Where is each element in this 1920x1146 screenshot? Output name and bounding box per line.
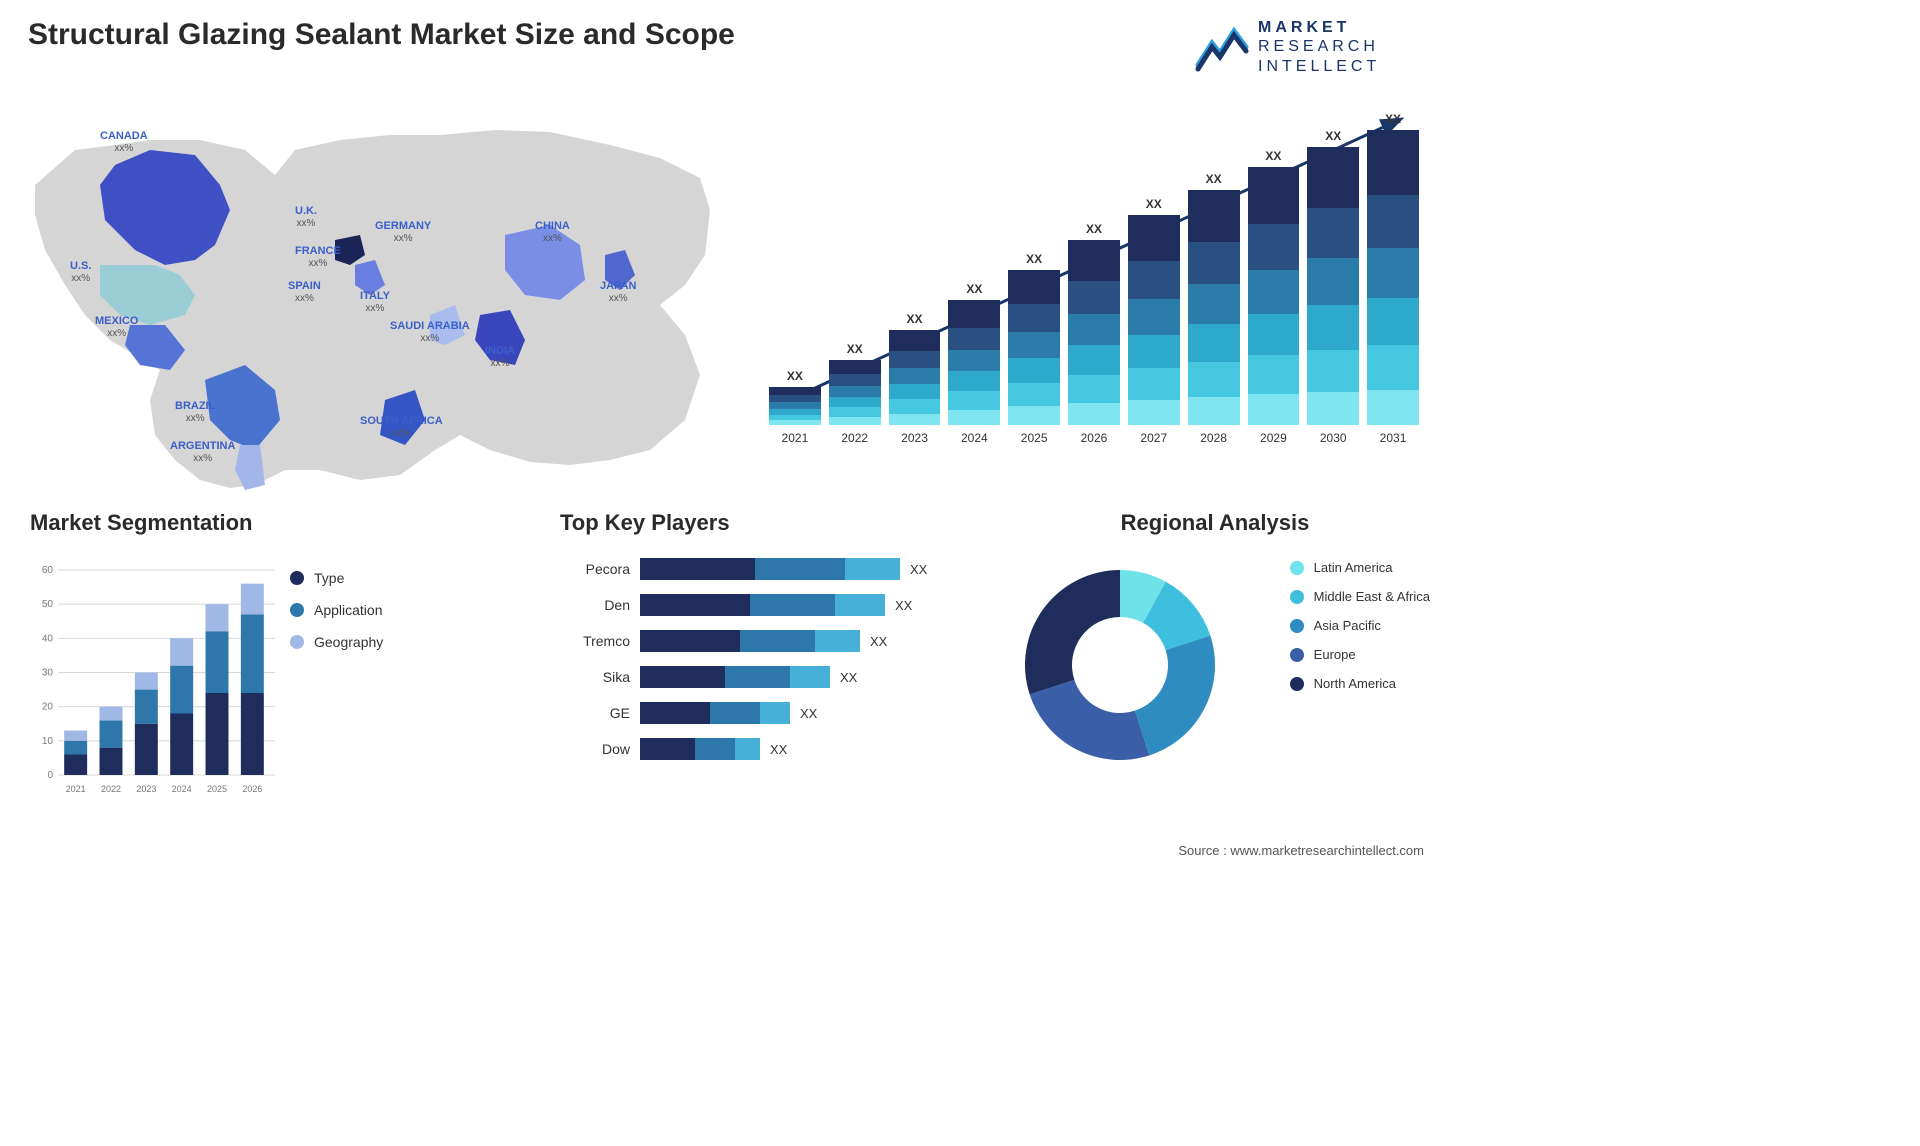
legend-item: Type (290, 570, 383, 586)
legend-item: North America (1290, 676, 1430, 691)
map-label: CANADAxx% (100, 130, 148, 155)
players-section: Top Key Players PecoraXX DenXX TremcoXX Sik… (560, 510, 980, 810)
regional-section: Regional Analysis Latin America Middle Ea… (1000, 510, 1430, 810)
map-label: MEXICOxx% (95, 315, 138, 340)
svg-text:50: 50 (42, 599, 54, 610)
legend-item: Latin America (1290, 560, 1430, 575)
growth-bar: XX2026 (1068, 222, 1120, 445)
source-text: Source : www.marketresearchintellect.com (1178, 843, 1424, 858)
svg-text:40: 40 (42, 633, 54, 644)
map-label: INDIAxx% (485, 345, 515, 370)
svg-text:30: 30 (42, 668, 54, 679)
growth-bar: XX2029 (1248, 149, 1300, 445)
map-label: ARGENTINAxx% (170, 440, 235, 465)
player-row: PecoraXX (560, 556, 980, 582)
map-label: SOUTH AFRICAxx% (360, 415, 443, 440)
growth-bars: XX2021XX2022XX2023XX2024XX2025XX2026XX20… (769, 145, 1419, 445)
svg-text:2024: 2024 (172, 784, 192, 794)
map-label: SAUDI ARABIAxx% (390, 320, 470, 345)
segmentation-title: Market Segmentation (30, 510, 450, 536)
growth-bar: XX2025 (1008, 252, 1060, 445)
legend-item: Middle East & Africa (1290, 589, 1430, 604)
player-row: DowXX (560, 736, 980, 762)
player-row: GEXX (560, 700, 980, 726)
growth-bar: XX2027 (1128, 197, 1180, 445)
regional-title: Regional Analysis (1000, 510, 1430, 536)
player-row: TremcoXX (560, 628, 980, 654)
growth-bar: XX2022 (829, 342, 881, 445)
world-map: CANADAxx% U.S.xx% MEXICOxx% BRAZILxx% ARGENT… (20, 90, 720, 490)
page-title: Structural Glazing Sealant Market Size a… (28, 18, 735, 52)
svg-text:20: 20 (42, 702, 54, 713)
map-label: U.K.xx% (295, 205, 317, 230)
player-row: SikaXX (560, 664, 980, 690)
logo-text: MARKET RESEARCH INTELLECT (1258, 18, 1380, 76)
svg-text:2025: 2025 (207, 784, 227, 794)
growth-chart: XX2021XX2022XX2023XX2024XX2025XX2026XX20… (769, 100, 1419, 470)
map-label: ITALYxx% (360, 290, 390, 315)
map-label: CHINAxx% (535, 220, 570, 245)
segmentation-legend: Type Application Geography (290, 570, 383, 666)
map-label: GERMANYxx% (375, 220, 431, 245)
map-label: BRAZILxx% (175, 400, 215, 425)
regional-donut (1010, 555, 1230, 775)
growth-bar: XX2028 (1188, 172, 1240, 445)
growth-bar: XX2023 (889, 312, 941, 445)
growth-bar: XX2031 (1367, 112, 1419, 445)
brand-logo: MARKET RESEARCH INTELLECT (1194, 12, 1424, 82)
legend-item: Asia Pacific (1290, 618, 1430, 633)
map-label: FRANCExx% (295, 245, 341, 270)
legend-item: Application (290, 602, 383, 618)
svg-text:10: 10 (42, 736, 54, 747)
svg-text:2026: 2026 (242, 784, 262, 794)
svg-text:2022: 2022 (101, 784, 121, 794)
players-chart: PecoraXX DenXX TremcoXX SikaXX GEXX DowXX (560, 556, 980, 762)
legend-item: Geography (290, 634, 383, 650)
map-label: JAPANxx% (600, 280, 636, 305)
growth-bar: XX2030 (1307, 129, 1359, 445)
regional-legend: Latin America Middle East & Africa Asia Pa… (1290, 560, 1430, 705)
growth-bar: XX2024 (948, 282, 1000, 445)
map-label: SPAINxx% (288, 280, 321, 305)
player-row: DenXX (560, 592, 980, 618)
legend-item: Europe (1290, 647, 1430, 662)
players-title: Top Key Players (560, 510, 980, 536)
segmentation-chart: 0 10 20 30 40 50 60 2021 2022 2023 2024 2025 2026 (30, 560, 275, 800)
svg-text:2023: 2023 (136, 784, 156, 794)
map-label: U.S.xx% (70, 260, 91, 285)
svg-text:0: 0 (47, 770, 53, 781)
logo-icon (1194, 19, 1250, 75)
svg-text:60: 60 (42, 565, 54, 576)
segmentation-section: Market Segmentation 0 10 20 30 40 50 60 2021 202… (30, 510, 450, 810)
svg-text:2021: 2021 (66, 784, 86, 794)
growth-bar: XX2021 (769, 369, 821, 445)
